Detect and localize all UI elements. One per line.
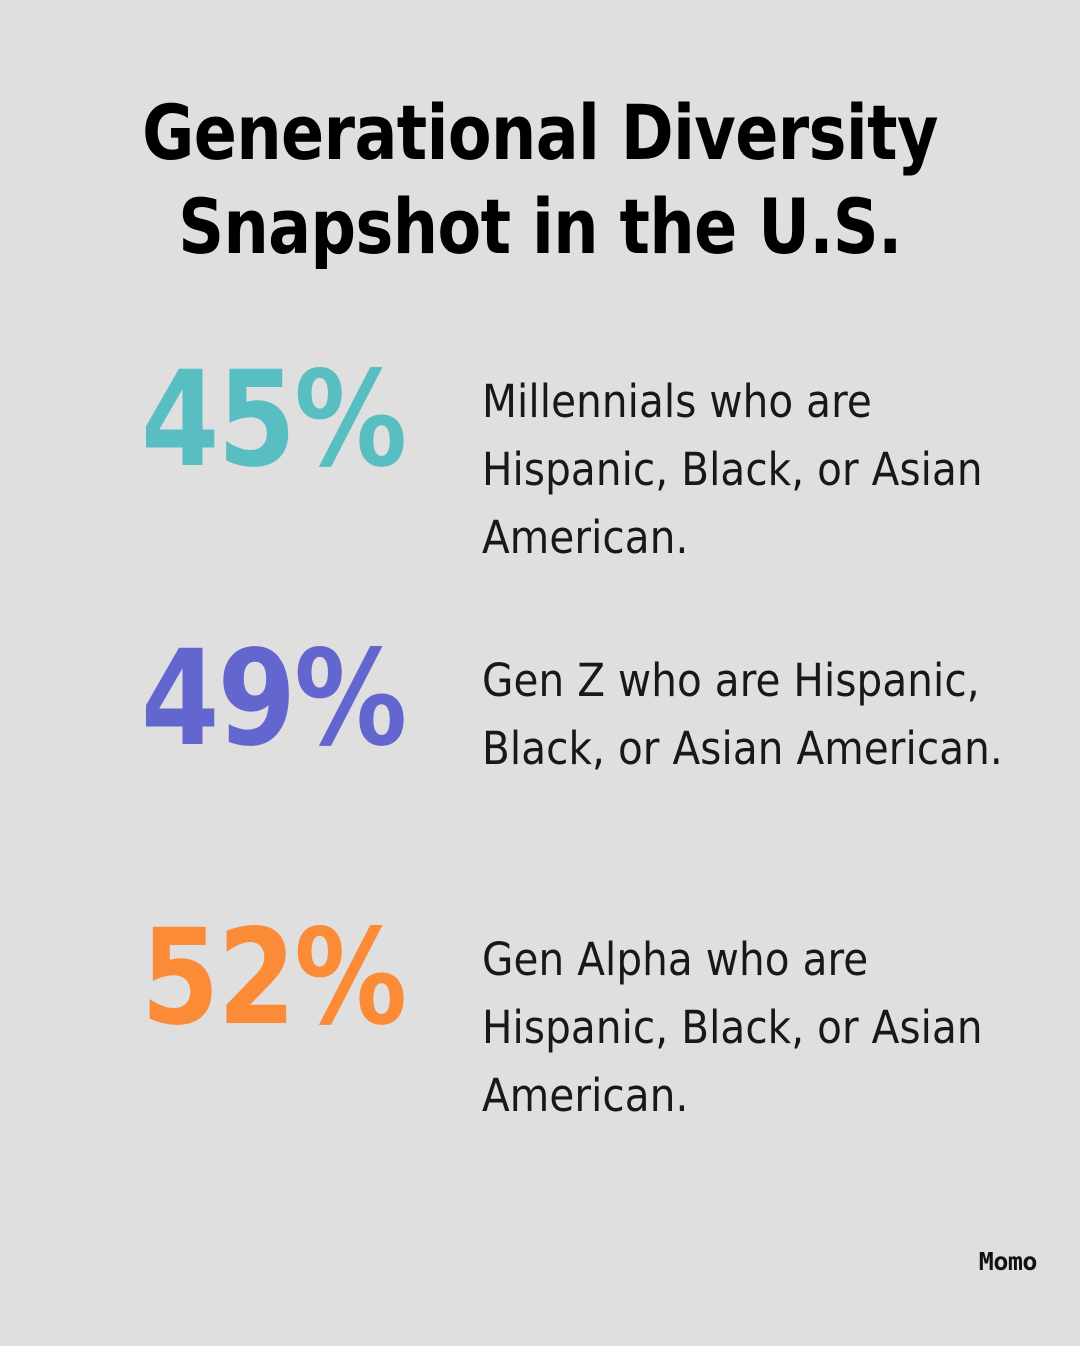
brand-logo: Momo [978, 1247, 1038, 1276]
stat-description-container: Gen Alpha who are Hispanic, Black, or As… [405, 910, 1080, 1130]
stat-description: Gen Alpha who are Hispanic, Black, or As… [482, 933, 983, 1122]
page-title: Generational Diversity Snapshot in the U… [0, 86, 1080, 274]
page-title-line-1: Generational Diversity [142, 88, 938, 177]
stat-description-container: Gen Z who are Hispanic, Black, or Asian … [405, 631, 1080, 783]
stat-value: 49% [140, 622, 407, 776]
stat-value-container: 52% [0, 901, 407, 1055]
stat-value-container: 45% [0, 343, 407, 497]
stat-description-container: Millennials who are Hispanic, Black, or … [405, 352, 1080, 572]
stat-value: 52% [140, 901, 407, 1055]
stat-row: 45% Millennials who are Hispanic, Black,… [0, 352, 1080, 631]
stat-row: 52% Gen Alpha who are Hispanic, Black, o… [0, 910, 1080, 1189]
stat-value-container: 49% [0, 622, 407, 776]
stat-list: 45% Millennials who are Hispanic, Black,… [0, 352, 1080, 1189]
stat-description: Millennials who are Hispanic, Black, or … [482, 375, 983, 564]
stat-value: 45% [140, 343, 407, 497]
stat-row: 49% Gen Z who are Hispanic, Black, or As… [0, 631, 1080, 910]
page-title-line-2: Snapshot in the U.S. [178, 182, 902, 271]
stat-description: Gen Z who are Hispanic, Black, or Asian … [482, 654, 1003, 775]
